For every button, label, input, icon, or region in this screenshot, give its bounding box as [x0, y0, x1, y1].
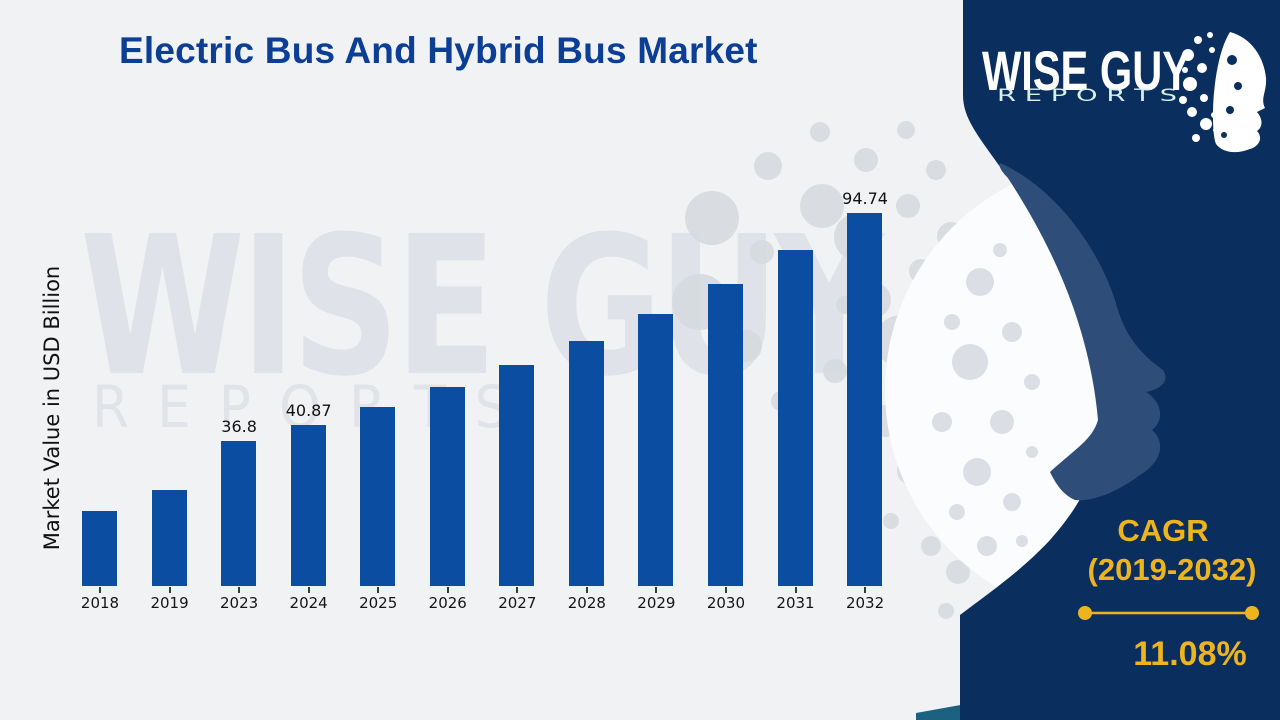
cagr-line-dot-right [1245, 606, 1259, 620]
x-axis-tick-2026 [446, 587, 449, 593]
x-axis-tick-2031 [794, 587, 797, 593]
x-axis-label-2023: 2023 [220, 594, 259, 612]
x-axis-tick-2029 [655, 587, 658, 593]
x-axis-tick-2027 [516, 587, 519, 593]
x-axis-label-2032: 2032 [845, 594, 885, 612]
cagr-heading: CAGR [1117, 513, 1208, 548]
bar-2031 [777, 250, 813, 586]
circle-dots-graphic [932, 243, 1040, 556]
x-axis-label-2028: 2028 [567, 594, 606, 612]
x-axis-label-2029: 2029 [637, 594, 676, 612]
x-axis-tick-2019 [168, 587, 171, 593]
bar-2032 [847, 213, 883, 586]
cagr-value: 11.08% [1133, 635, 1246, 673]
x-axis-label-2027: 2027 [498, 594, 537, 612]
bar-value-label-2032: 94.74 [842, 189, 888, 208]
bar-2019 [151, 490, 187, 586]
x-axis-tick-2032 [864, 587, 867, 593]
x-axis-tick-2024 [307, 587, 310, 593]
bar-2027 [499, 365, 535, 586]
x-axis-tick-2023 [238, 587, 241, 593]
watermark-wiseguy-text: WISE GUY [80, 196, 883, 419]
teal-corner-accent [916, 704, 966, 720]
logo-reports-text: R E P O R T S [997, 86, 1177, 106]
x-axis-label-2031: 2031 [776, 594, 815, 612]
bar-2024 [290, 425, 326, 586]
x-axis-label-2024: 2024 [289, 594, 328, 612]
bar-2023 [221, 441, 257, 586]
x-axis-label-2030: 2030 [706, 594, 746, 612]
page-title: Electric Bus And Hybrid Bus Market [119, 30, 758, 71]
logo: WISE GUY R E P O R T S [982, 32, 1267, 153]
x-axis-label-2026: 2026 [428, 594, 467, 612]
x-axis-tick-2028 [585, 587, 588, 593]
brand-panel: WISE GUY R E P O R T S [885, 0, 1280, 720]
x-axis-label-2025: 2025 [359, 594, 398, 612]
bar-value-label-2024: 40.87 [285, 401, 332, 420]
x-axis-label-2018: 2018 [80, 594, 120, 612]
cagr-line-dot-left [1078, 606, 1092, 620]
y-axis-label: Market Value in USD Billion [40, 265, 64, 551]
bar-2018 [82, 511, 117, 586]
logo-wiseguy-text: WISE GUY [982, 39, 1190, 102]
bar-2028 [568, 341, 604, 586]
x-axis-label-2019: 2019 [150, 594, 189, 612]
bar-value-label-2023: 36.8 [221, 417, 257, 436]
x-axis-tick-2025 [377, 587, 380, 593]
logo-head-icon [1179, 32, 1267, 153]
cagr-block: CAGR (2019-2032) 11.08% [1078, 513, 1259, 673]
bar-2025 [360, 407, 396, 586]
bar-2030 [707, 284, 743, 586]
cagr-range: (2019-2032) [1088, 552, 1257, 587]
x-axis-tick-2018 [99, 587, 101, 593]
x-axis-tick-2030 [724, 587, 727, 593]
bar-2029 [638, 314, 674, 586]
face-profile-silhouette [999, 163, 1166, 501]
bar-2026 [429, 387, 465, 586]
